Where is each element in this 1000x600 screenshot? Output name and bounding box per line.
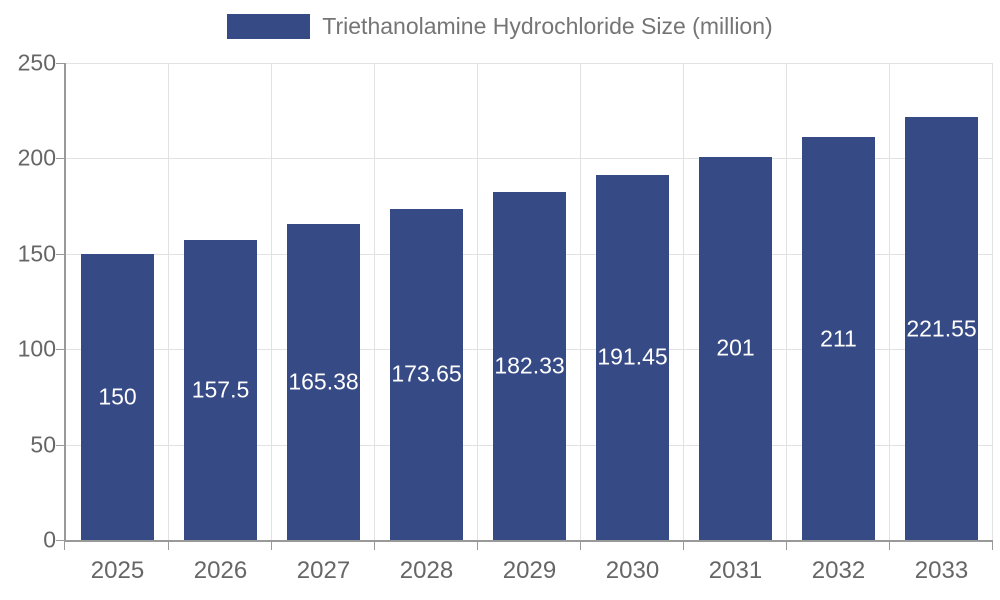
y-tick-mark (56, 253, 64, 255)
bar-2031[interactable]: 201 (699, 156, 772, 540)
bar-2032[interactable]: 211 (802, 137, 875, 540)
x-tick-mark (580, 542, 581, 550)
y-tick-mark (56, 540, 64, 541)
bar-value-label: 173.65 (391, 360, 462, 387)
y-axis-line (64, 63, 66, 540)
bar-value-label: 211 (820, 325, 857, 352)
x-tick-mark (374, 542, 375, 550)
bar-value-label: 165.38 (288, 368, 359, 395)
y-tick-label: 200 (17, 144, 56, 171)
bar-value-label: 157.5 (191, 376, 250, 403)
legend-swatch (227, 14, 311, 39)
y-tick-label: 0 (43, 526, 56, 553)
x-tick-label: 2029 (502, 557, 557, 584)
x-tick-mark (477, 542, 478, 550)
x-tick-mark (683, 542, 684, 550)
h-gridline (66, 158, 993, 160)
v-gridline (477, 63, 478, 540)
bar-2028[interactable]: 173.65 (390, 208, 463, 540)
x-tick-mark (992, 542, 993, 550)
x-tick-label: 2027 (296, 557, 351, 584)
x-tick-label: 2033 (914, 557, 969, 584)
bar-2026[interactable]: 157.5 (184, 239, 257, 540)
x-tick-mark (786, 542, 787, 550)
x-tick-mark (271, 542, 272, 550)
plot-area: 150 157.5 165.38 173.65 182.33 191.45 201 211 22… (56, 63, 993, 550)
bar-2027[interactable]: 165.38 (287, 224, 360, 540)
bar-2030[interactable]: 191.45 (596, 174, 669, 540)
bar-value-label: 191.45 (597, 343, 668, 370)
bar-value-label: 221.55 (906, 315, 977, 342)
bar-value-label: 201 (716, 334, 755, 361)
y-tick-mark (56, 444, 64, 446)
v-gridline (168, 63, 169, 540)
y-tick-label: 150 (17, 240, 56, 267)
v-gridline (992, 63, 993, 540)
x-tick-label: 2030 (605, 557, 660, 584)
x-tick-mark (889, 542, 890, 550)
v-gridline (889, 63, 890, 540)
bar-2029[interactable]: 182.33 (493, 192, 566, 540)
h-gridline (66, 63, 993, 64)
y-tick-mark (56, 158, 64, 160)
y-tick-label: 100 (17, 335, 56, 362)
x-tick-label: 2028 (399, 557, 454, 584)
v-gridline (271, 63, 272, 540)
x-tick-mark (168, 542, 169, 550)
legend-series-label: Triethanolamine Hydrochloride Size (mill… (322, 13, 773, 39)
y-tick-mark (56, 349, 64, 351)
x-tick-label: 2032 (811, 557, 866, 584)
y-tick-label: 250 (17, 49, 56, 76)
x-tick-mark (64, 542, 65, 550)
y-tick-mark (56, 63, 64, 64)
v-gridline (786, 63, 787, 540)
bar-2025[interactable]: 150 (81, 253, 154, 540)
x-tick-label: 2031 (708, 557, 763, 584)
bar-value-label: 150 (98, 383, 137, 410)
legend[interactable]: Triethanolamine Hydrochloride Size (mill… (0, 14, 1000, 39)
v-gridline (580, 63, 581, 540)
v-gridline (374, 63, 375, 540)
bar-value-label: 182.33 (494, 352, 565, 379)
y-tick-label: 50 (30, 431, 56, 458)
x-tick-label: 2026 (193, 557, 248, 584)
x-tick-label: 2025 (90, 557, 145, 584)
x-axis-line (64, 540, 993, 542)
bar-2033[interactable]: 221.55 (905, 117, 978, 540)
v-gridline (683, 63, 684, 540)
